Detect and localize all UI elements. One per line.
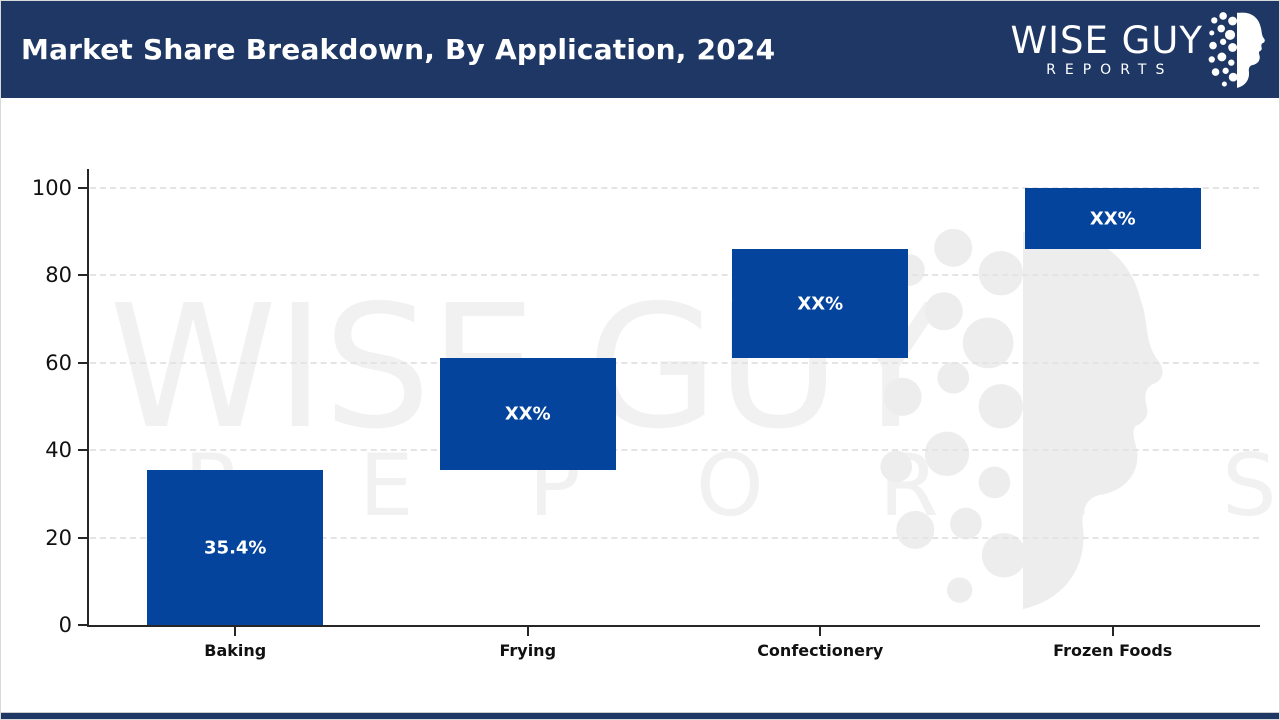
gridline-y-80 <box>90 274 1259 277</box>
page-title: Market Share Breakdown, By Application, … <box>21 33 776 66</box>
y-tick-100 <box>78 187 87 189</box>
y-tick-label: 20 <box>45 525 72 550</box>
x-tick <box>526 627 529 636</box>
gridline-y-40 <box>90 449 1259 452</box>
bar-frozen-foods <box>1024 188 1201 250</box>
footer-bar <box>1 713 1279 719</box>
logo-text: WISE GUY REPORTS <box>1010 19 1203 79</box>
x-category-label: Frozen Foods <box>1053 641 1173 660</box>
gridline-y-60 <box>90 361 1259 364</box>
x-tick <box>1111 627 1114 636</box>
bar-frying <box>439 358 616 471</box>
gridline-y-100 <box>90 187 1259 189</box>
y-tick-60 <box>78 361 87 364</box>
bar-value-label: XX% <box>504 403 551 425</box>
x-category-label: Frying <box>499 641 557 660</box>
x-tick <box>234 627 237 636</box>
y-tick-label: 80 <box>45 263 72 288</box>
x-axis-line <box>87 625 1260 627</box>
bar-value-label: XX% <box>1089 208 1136 230</box>
gridline-y-20 <box>90 536 1259 539</box>
y-tick-40 <box>78 449 87 452</box>
bar-baking <box>147 470 324 625</box>
y-axis-line <box>87 169 89 627</box>
y-tick-80 <box>78 274 87 277</box>
footer-divider <box>1 712 1279 713</box>
x-category-label: Confectionery <box>757 641 884 660</box>
bar-confectionery <box>732 249 909 359</box>
x-category-label: Baking <box>204 641 267 660</box>
header-bar: Market Share Breakdown, By Application, … <box>1 1 1279 98</box>
x-tick <box>819 627 822 636</box>
y-tick-label: 0 <box>58 613 72 637</box>
logo-wordmark: WISE GUY <box>1010 19 1203 62</box>
y-tick-label: 40 <box>45 438 72 463</box>
bar-value-label: XX% <box>797 293 844 315</box>
y-tick-20 <box>78 536 87 539</box>
y-tick-label: 100 <box>31 176 72 200</box>
bar-value-label: 35.4% <box>204 537 267 559</box>
y-tick-0 <box>78 624 87 626</box>
logo-subtitle: REPORTS <box>1046 62 1174 78</box>
dot-face-icon <box>1205 9 1269 91</box>
wise-guy-logo: WISE GUY REPORTS <box>1009 7 1269 93</box>
y-tick-label: 60 <box>45 350 72 375</box>
